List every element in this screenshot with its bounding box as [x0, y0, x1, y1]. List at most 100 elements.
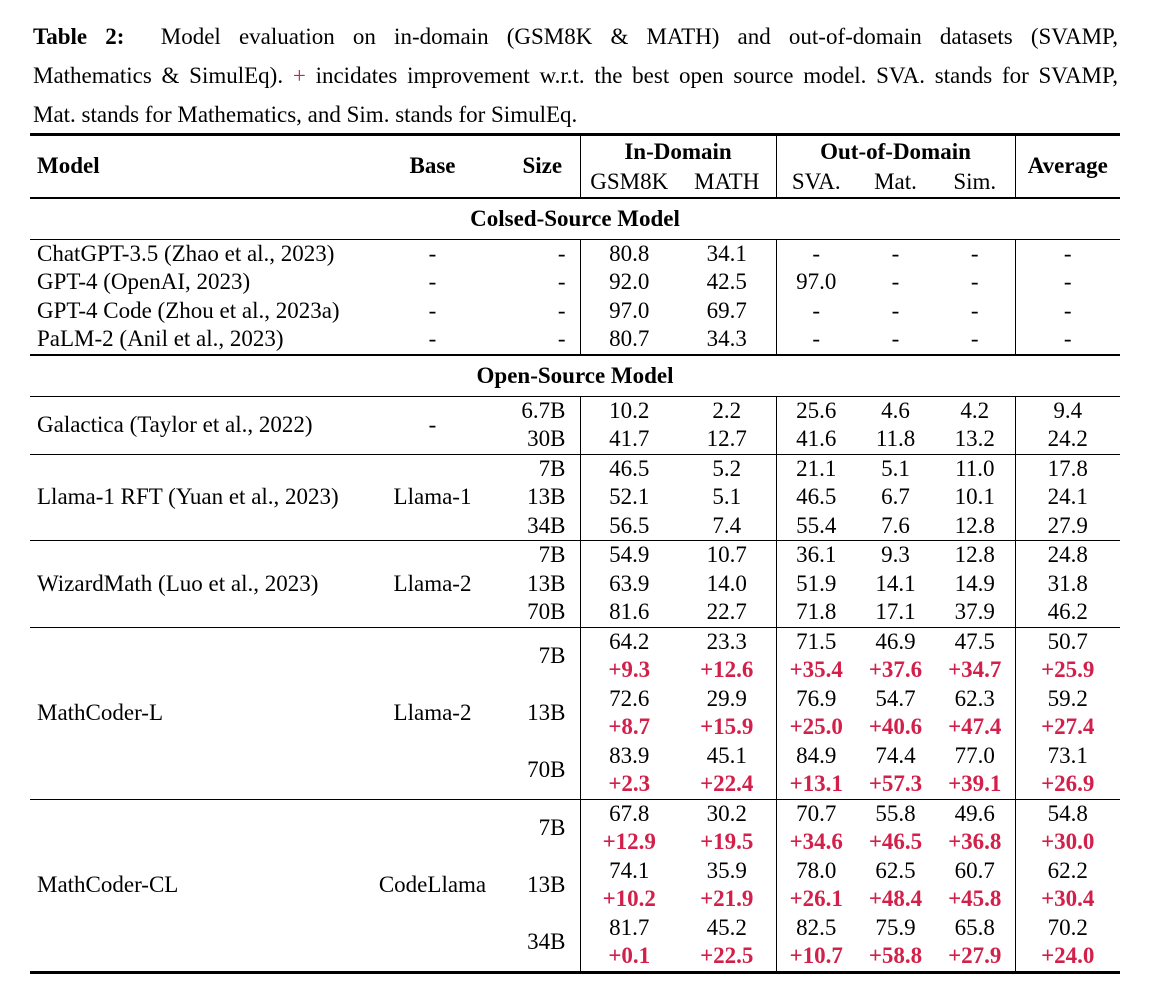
- score-cell: 14.0: [678, 569, 777, 598]
- delta-cell: +27.9: [935, 942, 1016, 972]
- caption-line-2: Mathematics & SimulEq). + incidates impr…: [33, 56, 1118, 95]
- score-cell: 46.9: [875, 628, 916, 654]
- score-cell: 80.8: [609, 240, 650, 266]
- delta-cell: +0.1: [608, 943, 651, 969]
- score-cell: 2.2: [678, 396, 777, 425]
- section-header-row: Open-Source Model: [30, 354, 1121, 396]
- score-cell: 62.5: [875, 857, 916, 883]
- score-cell: 84.9: [796, 742, 837, 768]
- score-cell: 13.2: [935, 425, 1016, 454]
- score-cell: 52.1: [609, 484, 650, 510]
- score-cell: -: [1063, 269, 1072, 295]
- model-name: Llama-1 RFT (Yuan et al., 2023): [37, 484, 339, 510]
- delta-row: +0.1 +22.5 +10.7 +58.8 +27.9 +24.0: [30, 942, 1120, 972]
- caption-text-2a: Mathematics & SimulEq).: [33, 63, 284, 88]
- score-cell: -: [812, 297, 821, 323]
- model-name: ChatGPT-3.5 (Zhao et al., 2023): [37, 240, 335, 266]
- caption-text-1: Model evaluation on in-domain (GSM8K & M…: [160, 24, 1119, 49]
- score-row: 70B 81.6 22.7 71.8 17.1 37.9 46.2: [30, 598, 1120, 627]
- score-cell: 78.0: [796, 857, 837, 883]
- score-cell: 67.8: [609, 800, 650, 826]
- score-row: GPT-4 (OpenAI, 2023) - - 92.0 42.5 97.0 - - -: [30, 268, 1120, 297]
- score-cell: 41.7: [609, 426, 650, 452]
- score-row: PaLM-2 (Anil et al., 2023) - - 80.7 34.3 - - - -: [30, 325, 1120, 355]
- header-in-domain: In-Domain: [580, 134, 777, 168]
- delta-cell: +37.6: [868, 657, 923, 683]
- delta-cell: +25.9: [1041, 657, 1095, 683]
- size-label: -: [505, 296, 581, 325]
- score-cell: 7.6: [881, 512, 910, 538]
- model-name: GPT-4 (OpenAI, 2023): [37, 269, 251, 295]
- score-cell: -: [935, 239, 1016, 268]
- score-cell: 71.8: [796, 599, 837, 625]
- delta-cell: +45.8: [935, 885, 1016, 914]
- base-name: Llama-2: [393, 570, 472, 596]
- size-label: 6.7B: [505, 396, 581, 425]
- delta-cell: +30.0: [1041, 829, 1095, 855]
- score-cell: 30.2: [678, 799, 777, 828]
- score-cell: 55.8: [875, 800, 916, 826]
- model-name: PaLM-2 (Anil et al., 2023): [37, 326, 284, 352]
- score-cell: 63.9: [609, 570, 650, 596]
- score-cell: 47.5: [935, 627, 1016, 656]
- score-cell: 59.2: [1047, 685, 1088, 711]
- score-cell: -: [1063, 297, 1072, 323]
- score-row: Galactica (Taylor et al., 2022) - 6.7B 10.2…: [30, 396, 1120, 437]
- score-cell: 9.4: [1053, 397, 1083, 423]
- delta-cell: +22.4: [678, 770, 777, 799]
- score-cell: 23.3: [678, 627, 777, 656]
- table-body: Colsed-Source Model ChatGPT-3.5 (Zhao et …: [30, 198, 1121, 972]
- score-cell: 27.9: [1047, 512, 1088, 538]
- score-row: 13B 52.1 5.1 46.5 6.7 10.1 24.1: [30, 483, 1120, 512]
- score-cell: -: [1063, 240, 1072, 266]
- score-cell: 10.1: [935, 483, 1016, 512]
- size-label: 70B: [505, 741, 581, 799]
- score-cell: 24.2: [1047, 426, 1088, 452]
- score-cell: 77.0: [935, 741, 1016, 770]
- score-cell: -: [1063, 326, 1072, 352]
- score-cell: 12.8: [935, 540, 1016, 570]
- delta-cell: +34.6: [789, 829, 843, 855]
- score-cell: 41.6: [796, 426, 837, 452]
- score-cell: 50.7: [1047, 628, 1088, 654]
- score-cell: 92.0: [609, 269, 650, 295]
- delta-cell: +47.4: [935, 713, 1016, 742]
- score-row: 13B 72.6 29.9 76.9 54.7 62.3 59.2: [30, 684, 1120, 742]
- subheader-gsm8k: GSM8K: [590, 169, 669, 194]
- delta-cell: +34.7: [935, 656, 1016, 685]
- model-name: WizardMath (Luo et al., 2023): [37, 570, 319, 596]
- score-cell: 31.8: [1047, 570, 1088, 596]
- model-name: Galactica (Taylor et al., 2022): [37, 412, 313, 437]
- size-label: 34B: [505, 511, 581, 541]
- size-label: 13B: [505, 483, 581, 512]
- size-label: 7B: [505, 454, 581, 483]
- size-label: 13B: [505, 684, 581, 742]
- header-average: Average: [1027, 153, 1108, 179]
- score-cell: 29.9: [678, 684, 777, 713]
- score-cell: 54.8: [1047, 800, 1088, 826]
- score-row: WizardMath (Luo et al., 2023) Llama-2 7B 54…: [30, 540, 1121, 596]
- score-cell: 62.2: [1047, 857, 1088, 883]
- size-label: 34B: [505, 913, 581, 972]
- score-cell: 69.7: [678, 296, 777, 325]
- size-label: -: [505, 325, 581, 355]
- score-cell: 97.0: [609, 297, 650, 323]
- score-cell: 42.5: [678, 268, 777, 297]
- model-name: MathCoder-CL: [37, 872, 179, 897]
- delta-cell: +12.9: [602, 829, 656, 855]
- delta-cell: +40.6: [868, 714, 923, 740]
- delta-cell: +2.3: [608, 771, 651, 797]
- score-cell: 36.1: [796, 542, 837, 568]
- header-out-of-domain: Out-of-Domain: [776, 134, 1016, 168]
- score-row: MathCoder-L Llama-2 7B 64.2 23.3 71.5 46.9 47.5…: [30, 627, 1121, 725]
- score-cell: 14.9: [935, 569, 1016, 598]
- score-cell: 81.6: [609, 599, 650, 625]
- score-row: ChatGPT-3.5 (Zhao et al., 2023) - - 80.8 34.…: [30, 239, 1120, 268]
- score-cell: -: [935, 325, 1016, 355]
- delta-cell: +19.5: [678, 828, 777, 857]
- score-cell: 45.2: [678, 913, 777, 942]
- caption-text-2b: incidates improvement w.r.t. the best op…: [315, 63, 1119, 88]
- score-cell: 80.7: [609, 326, 650, 352]
- score-row: 70B 83.9 45.1 84.9 74.4 77.0 73.1: [30, 741, 1120, 799]
- subheader-sva: SVA.: [791, 169, 841, 194]
